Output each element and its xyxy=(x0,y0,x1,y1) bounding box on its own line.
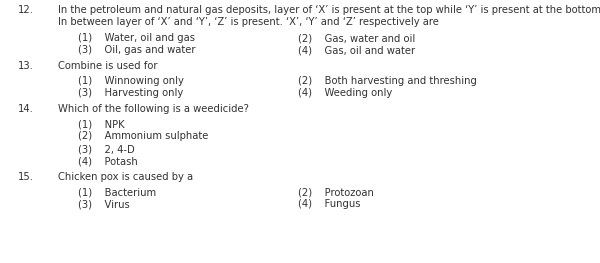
Text: (2)    Both harvesting and threshing: (2) Both harvesting and threshing xyxy=(298,76,477,86)
Text: (2)    Protozoan: (2) Protozoan xyxy=(298,187,374,197)
Text: (4)    Fungus: (4) Fungus xyxy=(298,199,361,209)
Text: Combine is used for: Combine is used for xyxy=(58,61,157,71)
Text: (1)    Winnowing only: (1) Winnowing only xyxy=(78,76,184,86)
Text: (1)    Bacterium: (1) Bacterium xyxy=(78,187,156,197)
Text: (2)    Ammonium sulphate: (2) Ammonium sulphate xyxy=(78,131,208,141)
Text: (3)    Oil, gas and water: (3) Oil, gas and water xyxy=(78,45,196,55)
Text: 12.: 12. xyxy=(18,5,34,15)
Text: (2)    Gas, water and oil: (2) Gas, water and oil xyxy=(298,33,415,43)
Text: (3)    Virus: (3) Virus xyxy=(78,199,130,209)
Text: (1)    Water, oil and gas: (1) Water, oil and gas xyxy=(78,33,195,43)
Text: Which of the following is a weedicide?: Which of the following is a weedicide? xyxy=(58,104,249,114)
Text: 14.: 14. xyxy=(18,104,34,114)
Text: (4)    Gas, oil and water: (4) Gas, oil and water xyxy=(298,45,415,55)
Text: (3)    2, 4-D: (3) 2, 4-D xyxy=(78,144,135,154)
Text: (4)    Potash: (4) Potash xyxy=(78,156,138,166)
Text: 15.: 15. xyxy=(18,172,34,182)
Text: Chicken pox is caused by a: Chicken pox is caused by a xyxy=(58,172,193,182)
Text: 13.: 13. xyxy=(18,61,34,71)
Text: In the petroleum and natural gas deposits, layer of ‘X’ is present at the top wh: In the petroleum and natural gas deposit… xyxy=(58,5,600,15)
Text: (3)    Harvesting only: (3) Harvesting only xyxy=(78,88,183,98)
Text: (4)    Weeding only: (4) Weeding only xyxy=(298,88,392,98)
Text: In between layer of ‘X’ and ‘Y’, ‘Z’ is present. ‘X’, ‘Y’ and ‘Z’ respectively a: In between layer of ‘X’ and ‘Y’, ‘Z’ is … xyxy=(58,17,439,27)
Text: (1)    NPK: (1) NPK xyxy=(78,119,125,129)
